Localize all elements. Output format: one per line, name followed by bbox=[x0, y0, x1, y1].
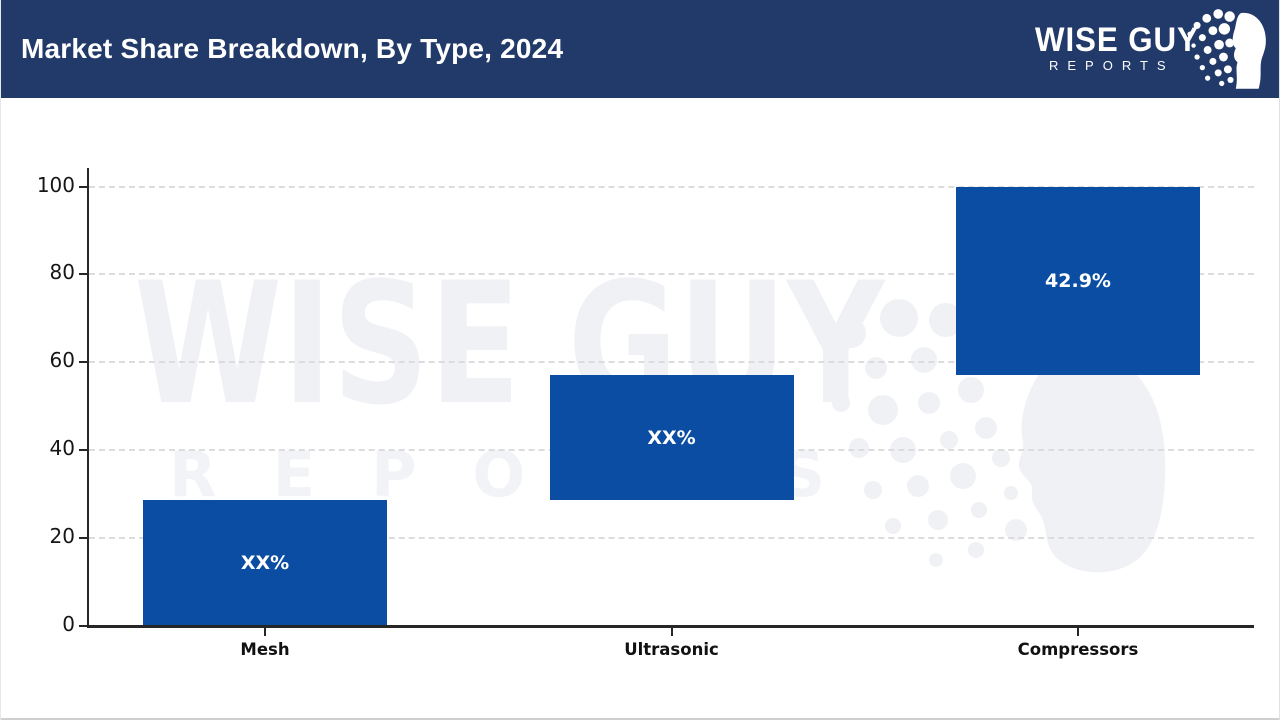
page-title: Market Share Breakdown, By Type, 2024 bbox=[21, 33, 564, 64]
grid-line bbox=[89, 185, 1254, 188]
bottom-border bbox=[1, 718, 1279, 720]
bar: XX% bbox=[549, 375, 794, 501]
y-axis-line bbox=[87, 168, 89, 628]
x-tick-label: Compressors bbox=[1017, 640, 1139, 659]
y-tick-label: 80 bbox=[49, 260, 75, 285]
logo-face-icon bbox=[1187, 9, 1266, 89]
bar: XX% bbox=[143, 500, 387, 626]
x-tick-mark bbox=[264, 628, 266, 636]
y-tick-label: 0 bbox=[62, 612, 75, 636]
grid-line bbox=[89, 537, 1254, 540]
y-tick-mark bbox=[79, 185, 88, 188]
bar: 42.9% bbox=[956, 186, 1200, 376]
bar-value-label: XX% bbox=[647, 426, 696, 449]
bar-value-label: XX% bbox=[240, 552, 290, 575]
y-tick-label: 40 bbox=[49, 436, 75, 461]
y-tick-mark bbox=[79, 625, 88, 627]
grid-line bbox=[89, 361, 1254, 364]
x-tick-mark bbox=[670, 628, 673, 636]
x-tick-label: Ultrasonic bbox=[624, 640, 719, 659]
y-tick-mark bbox=[79, 273, 88, 276]
bar-value-label: 42.9% bbox=[1045, 269, 1111, 292]
x-axis-line bbox=[87, 625, 1254, 628]
y-tick-label: 60 bbox=[49, 348, 75, 373]
y-tick-label: 100 bbox=[36, 172, 75, 197]
wise-guy-logo: WISE GUY REPORTS bbox=[1003, 0, 1273, 98]
logo-wordmark: WISE GUY bbox=[1035, 21, 1199, 59]
y-tick-mark bbox=[79, 361, 88, 364]
x-tick-label: Mesh bbox=[240, 640, 290, 659]
logo-subtitle: REPORTS bbox=[1049, 58, 1175, 73]
y-tick-label: 20 bbox=[49, 524, 75, 549]
y-tick-mark bbox=[79, 449, 88, 452]
y-tick-mark bbox=[79, 537, 88, 540]
grid-line bbox=[89, 273, 1254, 276]
x-tick-mark bbox=[1077, 628, 1079, 636]
header-bar: Market Share Breakdown, By Type, 2024 WI… bbox=[1, 0, 1279, 98]
